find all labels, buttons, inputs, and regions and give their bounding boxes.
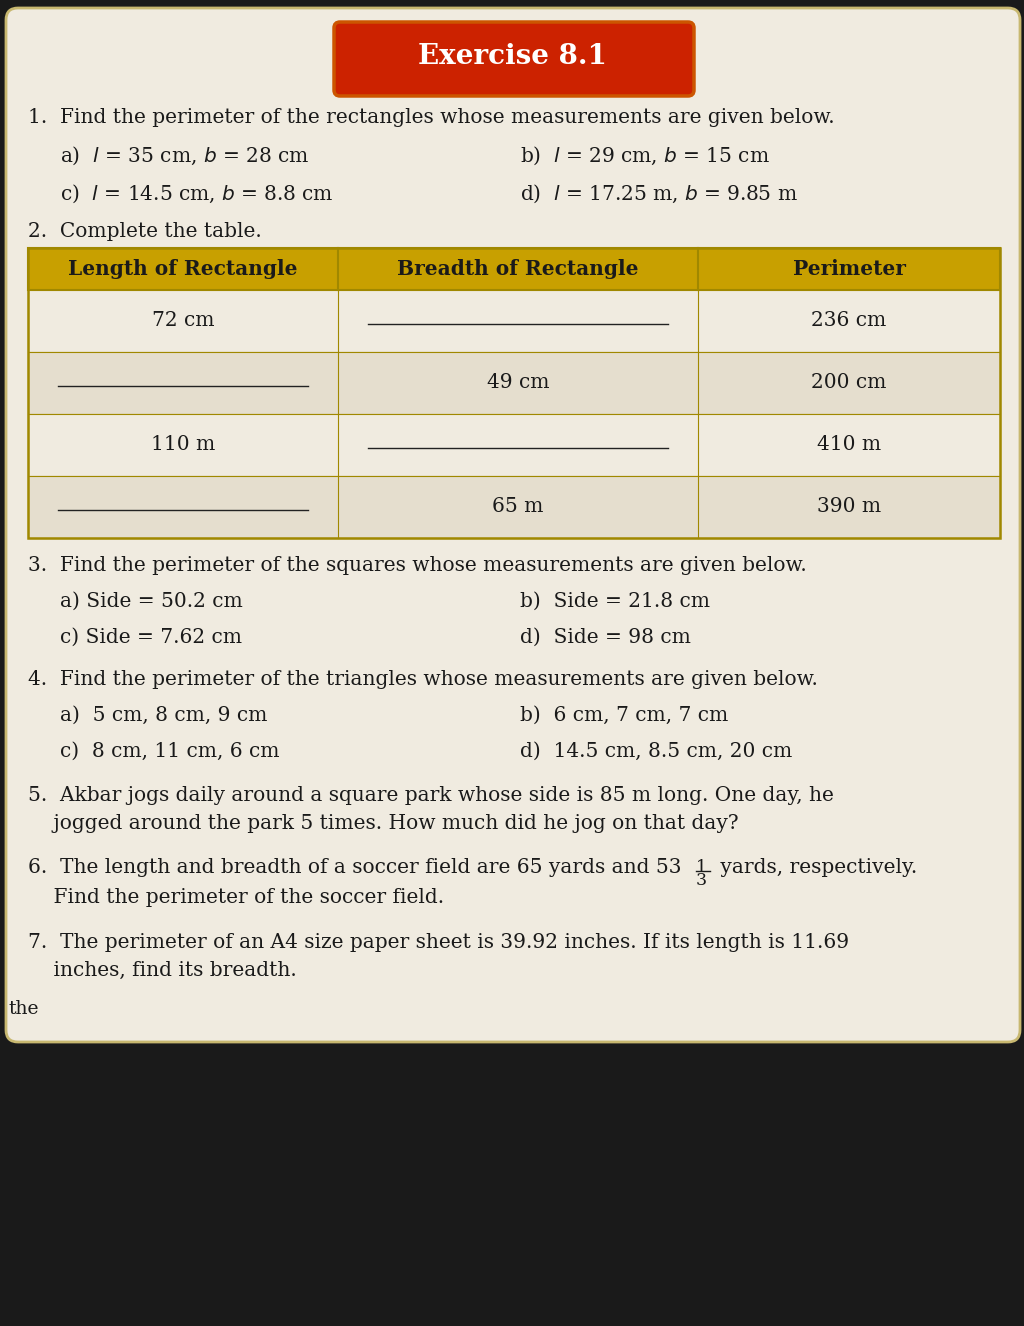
Text: 7.  The perimeter of an A4 size paper sheet is 39.92 inches. If its length is 11: 7. The perimeter of an A4 size paper she… [28, 934, 849, 952]
Text: 1: 1 [696, 859, 707, 876]
FancyBboxPatch shape [334, 23, 694, 95]
FancyBboxPatch shape [6, 8, 1020, 1042]
Text: 110 m: 110 m [151, 435, 215, 455]
Bar [28, 248, 1000, 290]
Text: d)  14.5 cm, 8.5 cm, 20 cm: d) 14.5 cm, 8.5 cm, 20 cm [520, 743, 793, 761]
Text: 6.  The length and breadth of a soccer field are 65 yards and 53: 6. The length and breadth of a soccer fi… [28, 858, 682, 876]
Text: 3.  Find the perimeter of the squares whose measurements are given below.: 3. Find the perimeter of the squares who… [28, 556, 807, 575]
Text: the: the [8, 1000, 39, 1018]
Text: 72 cm: 72 cm [152, 312, 214, 330]
Text: c)  $l$ = 14.5 cm, $b$ = 8.8 cm: c) $l$ = 14.5 cm, $b$ = 8.8 cm [60, 183, 334, 206]
Text: 410 m: 410 m [817, 435, 881, 455]
Text: 49 cm: 49 cm [486, 374, 549, 392]
Text: 4.  Find the perimeter of the triangles whose measurements are given below.: 4. Find the perimeter of the triangles w… [28, 670, 818, 690]
Text: a)  5 cm, 8 cm, 9 cm: a) 5 cm, 8 cm, 9 cm [60, 705, 267, 725]
Text: Breadth of Rectangle: Breadth of Rectangle [397, 259, 639, 278]
Text: inches, find its breadth.: inches, find its breadth. [28, 961, 297, 980]
Bar [28, 290, 1000, 351]
Bar [28, 351, 1000, 414]
Text: 5.  Akbar jogs daily around a square park whose side is 85 m long. One day, he: 5. Akbar jogs daily around a square park… [28, 786, 834, 805]
Text: jogged around the park 5 times. How much did he jog on that day?: jogged around the park 5 times. How much… [28, 814, 738, 833]
Text: c) Side = 7.62 cm: c) Side = 7.62 cm [60, 629, 242, 647]
Text: 65 m: 65 m [493, 497, 544, 517]
Text: 1.  Find the perimeter of the rectangles whose measurements are given below.: 1. Find the perimeter of the rectangles … [28, 107, 835, 127]
Text: Length of Rectangle: Length of Rectangle [69, 259, 298, 278]
Text: 390 m: 390 m [817, 497, 881, 517]
Text: a) Side = 50.2 cm: a) Side = 50.2 cm [60, 591, 243, 611]
Text: b)  Side = 21.8 cm: b) Side = 21.8 cm [520, 591, 710, 611]
Text: yards, respectively.: yards, respectively. [714, 858, 918, 876]
Text: a)  $l$ = 35 cm, $b$ = 28 cm: a) $l$ = 35 cm, $b$ = 28 cm [60, 145, 309, 167]
Bar [28, 476, 1000, 538]
Bar [28, 248, 1000, 538]
Text: Exercise 8.1: Exercise 8.1 [418, 44, 606, 70]
Text: c)  8 cm, 11 cm, 6 cm: c) 8 cm, 11 cm, 6 cm [60, 743, 280, 761]
Text: b)  6 cm, 7 cm, 7 cm: b) 6 cm, 7 cm, 7 cm [520, 705, 728, 725]
Text: d)  Side = 98 cm: d) Side = 98 cm [520, 629, 691, 647]
Text: 200 cm: 200 cm [811, 374, 887, 392]
Text: Perimeter: Perimeter [793, 259, 905, 278]
Text: b)  $l$ = 29 cm, $b$ = 15 cm: b) $l$ = 29 cm, $b$ = 15 cm [520, 145, 770, 167]
Text: Find the perimeter of the soccer field.: Find the perimeter of the soccer field. [28, 888, 444, 907]
Text: d)  $l$ = 17.25 m, $b$ = 9.85 m: d) $l$ = 17.25 m, $b$ = 9.85 m [520, 183, 798, 206]
Bar [28, 414, 1000, 476]
Text: 3: 3 [696, 873, 708, 888]
Text: 2.  Complete the table.: 2. Complete the table. [28, 221, 262, 241]
Text: 236 cm: 236 cm [811, 312, 887, 330]
